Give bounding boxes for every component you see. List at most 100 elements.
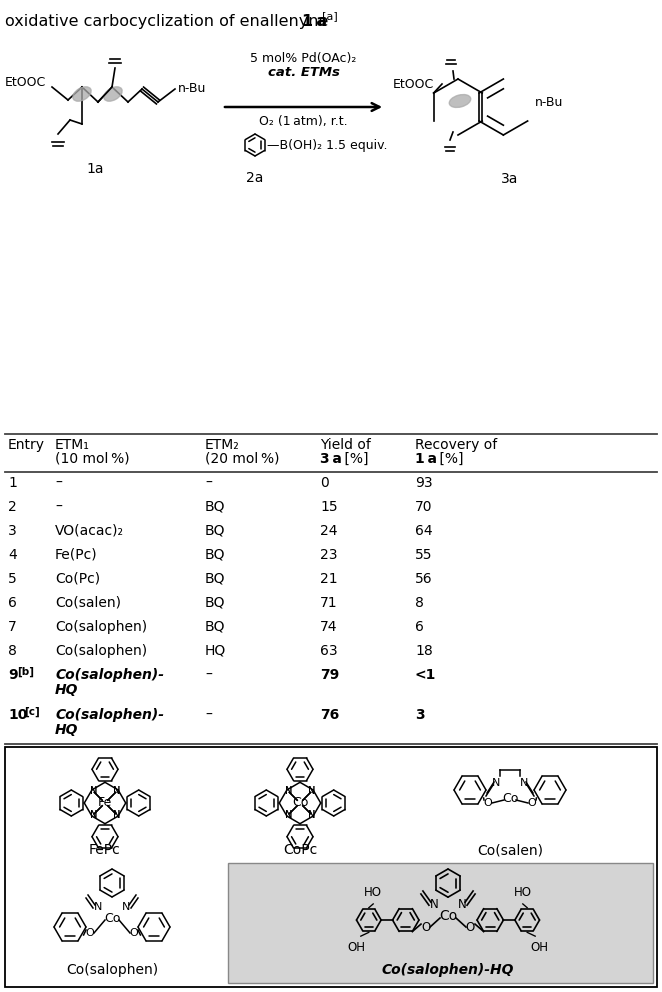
Ellipse shape	[449, 94, 471, 107]
Text: 1 a: 1 a	[302, 14, 327, 29]
Text: N: N	[113, 787, 120, 797]
Text: —B(OH)₂ 1.5 equiv.: —B(OH)₂ 1.5 equiv.	[267, 139, 387, 152]
Text: Co: Co	[104, 913, 120, 926]
Text: (20 mol %): (20 mol %)	[205, 452, 279, 466]
Text: 63: 63	[320, 644, 338, 658]
Text: [a]: [a]	[322, 11, 338, 21]
Text: 23: 23	[320, 548, 338, 562]
Text: CoPc: CoPc	[283, 843, 317, 857]
Text: 3: 3	[415, 708, 424, 722]
Text: –: –	[205, 476, 212, 490]
Text: 8: 8	[415, 596, 424, 610]
Text: 2a: 2a	[246, 171, 263, 185]
Text: 93: 93	[415, 476, 433, 490]
Text: HQ: HQ	[55, 723, 78, 737]
Text: Co(salophen): Co(salophen)	[55, 644, 147, 658]
Text: 1 a: 1 a	[415, 452, 437, 466]
Text: N: N	[113, 809, 120, 819]
Text: Fe: Fe	[98, 797, 112, 809]
Text: 3: 3	[8, 524, 17, 538]
Text: O: O	[130, 928, 138, 938]
Text: 55: 55	[415, 548, 432, 562]
Text: BQ: BQ	[205, 548, 226, 562]
Text: 6: 6	[8, 596, 17, 610]
Text: 1a: 1a	[86, 162, 104, 176]
Ellipse shape	[73, 86, 91, 101]
Text: (10 mol %): (10 mol %)	[55, 452, 130, 466]
Text: BQ: BQ	[205, 500, 226, 514]
Text: ETM₁: ETM₁	[55, 438, 90, 452]
Text: 24: 24	[320, 524, 338, 538]
Text: N: N	[308, 787, 315, 797]
Text: ETM₂: ETM₂	[205, 438, 240, 452]
Text: 21: 21	[320, 572, 338, 586]
Text: oxidative carbocyclization of enallenyne: oxidative carbocyclization of enallenyne	[5, 14, 334, 29]
Text: Yield of: Yield of	[320, 438, 371, 452]
Text: N: N	[285, 787, 292, 797]
Text: Co(Pc): Co(Pc)	[55, 572, 100, 586]
Text: O: O	[528, 798, 536, 808]
Text: 64: 64	[415, 524, 433, 538]
Text: OH: OH	[530, 941, 548, 954]
Text: N: N	[308, 809, 315, 819]
Text: OH: OH	[348, 941, 366, 954]
Text: 6: 6	[415, 620, 424, 634]
Text: N: N	[89, 787, 97, 797]
Text: Entry: Entry	[8, 438, 45, 452]
Text: BQ: BQ	[205, 572, 226, 586]
Text: Co(salen): Co(salen)	[477, 843, 543, 857]
Text: 71: 71	[320, 596, 338, 610]
Text: Recovery of: Recovery of	[415, 438, 497, 452]
Text: –: –	[55, 476, 62, 490]
Text: N: N	[122, 902, 130, 912]
Text: 74: 74	[320, 620, 338, 634]
Text: O: O	[465, 921, 475, 933]
Text: Co(salophen): Co(salophen)	[66, 963, 158, 977]
Text: 3 a: 3 a	[320, 452, 342, 466]
Text: EtOOC: EtOOC	[5, 75, 46, 88]
Text: n-Bu: n-Bu	[536, 95, 564, 108]
Text: 18: 18	[415, 644, 433, 658]
Text: 10: 10	[8, 708, 27, 722]
Text: –: –	[205, 708, 212, 722]
Text: N: N	[285, 787, 292, 797]
Text: [b]: [b]	[17, 667, 34, 678]
Text: [%]: [%]	[435, 452, 463, 466]
Text: Co: Co	[502, 792, 518, 805]
Text: N: N	[308, 787, 315, 797]
Text: Fe(Pc): Fe(Pc)	[55, 548, 97, 562]
Text: <1: <1	[415, 668, 436, 682]
Text: 15: 15	[320, 500, 338, 514]
Text: N: N	[89, 809, 97, 819]
Text: O₂ (1 atm), r.t.: O₂ (1 atm), r.t.	[260, 115, 348, 128]
Text: 5: 5	[8, 572, 17, 586]
Text: Co: Co	[439, 909, 457, 923]
Text: Co(salophen)-: Co(salophen)-	[55, 668, 164, 682]
Text: O: O	[484, 798, 493, 808]
Text: FePc: FePc	[89, 843, 121, 857]
Text: 70: 70	[415, 500, 432, 514]
Text: BQ: BQ	[205, 524, 226, 538]
Text: 79: 79	[320, 668, 339, 682]
Text: [%]: [%]	[340, 452, 369, 466]
Text: 1: 1	[8, 476, 17, 490]
Text: –: –	[55, 500, 62, 514]
Text: n-Bu: n-Bu	[178, 82, 207, 95]
Text: HO: HO	[514, 886, 532, 899]
Text: N: N	[520, 778, 528, 788]
Text: N: N	[89, 787, 97, 797]
Text: –: –	[205, 668, 212, 682]
Bar	[228, 863, 653, 983]
Text: EtOOC: EtOOC	[393, 77, 434, 90]
Text: N: N	[285, 809, 292, 819]
Text: O: O	[422, 921, 430, 933]
Text: N: N	[308, 809, 315, 819]
Text: 7: 7	[8, 620, 17, 634]
Text: 8: 8	[8, 644, 17, 658]
Text: 5 mol% Pd(OAc)₂: 5 mol% Pd(OAc)₂	[250, 52, 357, 65]
Text: BQ: BQ	[205, 596, 226, 610]
Text: N: N	[492, 778, 500, 788]
Bar	[5, 747, 657, 987]
Text: cat. ETMs: cat. ETMs	[267, 66, 340, 79]
Text: Co(salophen): Co(salophen)	[55, 620, 147, 634]
